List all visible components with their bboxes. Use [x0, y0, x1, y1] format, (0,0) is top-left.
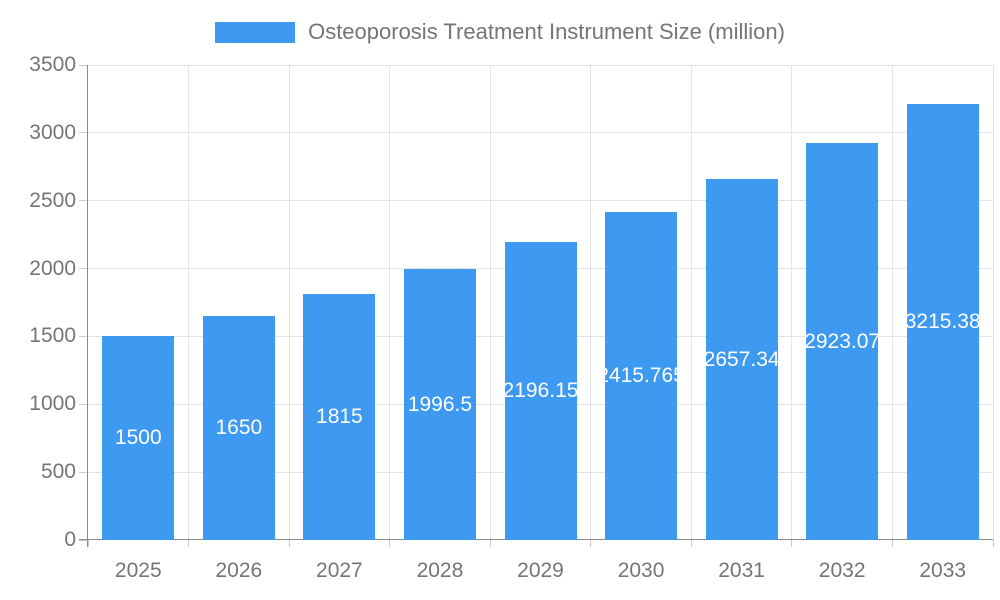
legend-label[interactable]: Osteoporosis Treatment Instrument Size (… — [308, 19, 785, 44]
x-tick-label: 2025 — [114, 559, 162, 582]
y-axis-tick — [79, 403, 88, 405]
x-axis-tick — [489, 540, 491, 547]
y-tick-label: 500 — [40, 460, 76, 484]
x-axis-tick — [590, 540, 592, 547]
bar-value-label: 2415.765 — [597, 364, 685, 388]
x-axis-tick — [288, 540, 290, 547]
v-gridline — [590, 65, 592, 540]
x-tick-label: 2030 — [617, 559, 665, 582]
bar-2027[interactable] — [303, 293, 376, 540]
y-tick-label: 3000 — [29, 120, 76, 144]
bar-value-label: 2923.07 — [804, 329, 881, 353]
v-gridline — [791, 65, 793, 540]
bar-value-label: 2196.15 — [502, 378, 579, 402]
h-gridline — [88, 200, 993, 202]
chart-legend[interactable]: Osteoporosis Treatment Instrument Size (… — [0, 14, 1000, 50]
y-axis-tick — [79, 200, 88, 202]
y-tick-label: 2000 — [29, 256, 76, 280]
x-axis-tick — [87, 540, 89, 547]
x-tick-label: 2029 — [517, 559, 564, 582]
x-tick-label: 2031 — [718, 559, 765, 582]
x-axis-tick — [992, 540, 994, 547]
bar-2029[interactable] — [504, 241, 577, 540]
x-tick-label: 2032 — [818, 559, 866, 582]
bar-value-label: 1500 — [114, 426, 162, 450]
y-tick-label: 1000 — [29, 392, 76, 416]
y-axis-tick — [79, 268, 88, 270]
bar-value-label: 1996.5 — [407, 392, 473, 416]
x-axis-tick — [389, 540, 391, 547]
v-gridline — [891, 65, 893, 540]
x-axis-tick — [791, 540, 793, 547]
y-axis-tick — [79, 471, 88, 473]
x-tick-label: 2026 — [215, 559, 263, 582]
v-gridline — [992, 65, 994, 540]
bar-value-label: 3215.38 — [904, 309, 981, 333]
x-tick-label: 2027 — [316, 559, 363, 582]
v-gridline — [288, 65, 290, 540]
bar-value-label: 1815 — [316, 404, 363, 428]
x-tick-label: 2033 — [919, 559, 967, 582]
bar-2033[interactable] — [906, 103, 979, 540]
y-tick-label: 0 — [64, 528, 76, 551]
bar-value-label: 2657.34 — [703, 347, 780, 371]
y-tick-label: 3500 — [29, 53, 76, 76]
v-gridline — [489, 65, 491, 540]
x-axis-tick — [891, 540, 893, 547]
bar-2032[interactable] — [806, 143, 879, 540]
v-gridline — [690, 65, 692, 540]
bar-value-label: 1650 — [215, 416, 263, 440]
legend-swatch-icon[interactable] — [215, 21, 296, 43]
bar-2025[interactable] — [102, 336, 175, 540]
x-tick-label: 2028 — [416, 559, 464, 582]
y-axis-line — [87, 65, 88, 547]
h-gridline — [88, 64, 993, 66]
y-axis-tick — [79, 335, 88, 337]
bar-2026[interactable] — [202, 316, 275, 540]
bar-2030[interactable] — [605, 212, 678, 540]
bar-2028[interactable] — [403, 269, 476, 540]
x-axis-tick — [690, 540, 692, 547]
y-axis-tick — [79, 539, 88, 541]
h-gridline — [88, 132, 993, 134]
bar-2031[interactable] — [705, 179, 778, 540]
y-axis-tick — [79, 132, 88, 134]
y-tick-label: 1500 — [29, 324, 76, 348]
y-tick-label: 2500 — [29, 188, 76, 212]
v-gridline — [188, 65, 190, 540]
y-axis-tick — [79, 64, 88, 66]
x-axis-tick — [188, 540, 190, 547]
v-gridline — [389, 65, 391, 540]
